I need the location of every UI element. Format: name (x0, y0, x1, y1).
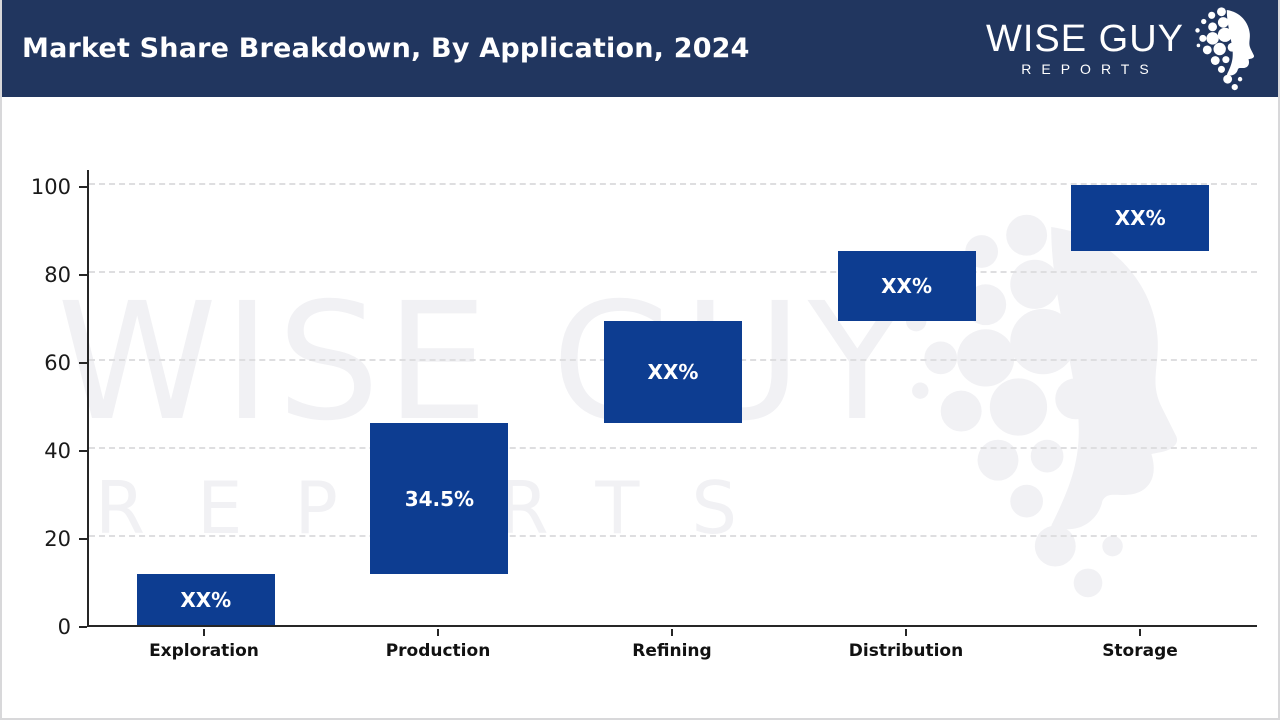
x-tick-mark (671, 629, 673, 636)
bar: XX% (136, 574, 275, 625)
bar-value-label: XX% (1114, 206, 1166, 230)
gridline (89, 183, 1257, 185)
bar-value-label: 34.5% (404, 486, 475, 511)
gridline (89, 271, 1257, 273)
y-tick-mark (79, 450, 87, 452)
y-tick-label: 80 (44, 262, 71, 287)
plot-area: XX% 34.5% XX% XX% XX% (87, 170, 1257, 627)
gridline (89, 447, 1257, 449)
header-bar: Market Share Breakdown, By Application, … (2, 0, 1278, 97)
x-tick-mark (203, 629, 205, 636)
y-tick-mark (79, 626, 87, 628)
y-tick-mark (79, 362, 87, 364)
x-tick-mark (905, 629, 907, 636)
y-tick-label: 0 (57, 614, 71, 639)
y-tick-label: 20 (44, 526, 71, 551)
bar: XX% (604, 321, 742, 423)
y-tick-label: 60 (44, 350, 71, 375)
y-tick-label: 100 (30, 174, 71, 199)
brand-head-icon (1195, 6, 1255, 90)
x-tick-label: Storage (1102, 641, 1178, 661)
y-tick-label: 40 (44, 438, 71, 463)
bar: 34.5% (370, 422, 509, 575)
y-tick-mark (79, 538, 87, 540)
x-tick-mark (437, 629, 439, 636)
x-tick-mark (1139, 629, 1141, 636)
x-tick-label: Exploration (149, 641, 259, 661)
bar-value-label: XX% (180, 587, 232, 612)
x-tick-label: Distribution (848, 641, 964, 661)
x-tick-label: Production (385, 641, 491, 661)
page-title: Market Share Breakdown, By Application, … (22, 33, 750, 64)
y-tick-mark (79, 186, 87, 188)
brand-logo: WISE GUY REPORTS (986, 4, 1264, 94)
bar-value-label: XX% (647, 360, 699, 385)
y-axis: 0 20 40 60 80 100 (2, 170, 87, 639)
brand-subtitle: REPORTS (1021, 61, 1159, 77)
y-tick-mark (79, 274, 87, 276)
x-axis: Exploration Production Refining Distributio… (87, 627, 1257, 673)
brand-logo-text: WISE GUY REPORTS (986, 20, 1184, 77)
bar: XX% (1071, 185, 1210, 251)
bar: XX% (837, 251, 976, 322)
bar-value-label: XX% (881, 274, 933, 299)
gridline (89, 535, 1257, 537)
x-tick-label: Refining (632, 641, 712, 661)
brand-name: WISE GUY (985, 18, 1184, 60)
